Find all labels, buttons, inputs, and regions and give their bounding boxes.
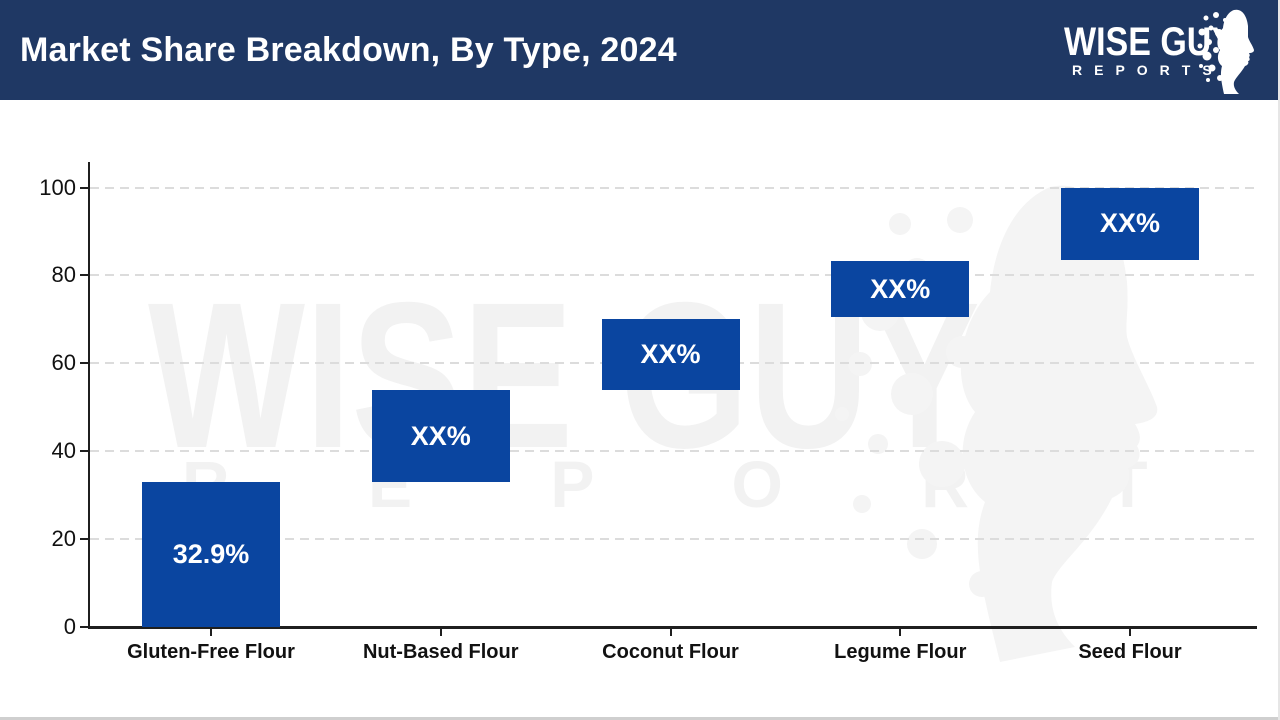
bar-gluten-free-flour: 32.9% (142, 482, 280, 627)
gridline-40 (90, 450, 1257, 453)
logo-subtext: REPORTS (1072, 62, 1224, 78)
y-tick-mark (80, 362, 90, 365)
bar-nut-based-flour: XX% (371, 389, 510, 483)
x-category-label: Nut-Based Flour (362, 641, 519, 663)
x-category-label: Legume Flour (834, 641, 967, 663)
y-tick-label: 100 (39, 174, 76, 200)
x-tick-mark (439, 629, 442, 636)
bar-value-label: XX% (870, 273, 931, 304)
y-tick-label: 20 (51, 526, 76, 552)
y-tick-mark (80, 626, 90, 628)
y-tick-mark (80, 538, 90, 541)
header-bar: Market Share Breakdown, By Type, 2024 WI… (0, 0, 1278, 100)
bar-value-label: XX% (410, 420, 471, 451)
footer-divider (0, 717, 1278, 720)
gridline-100 (90, 186, 1257, 189)
logo-head-icon (1197, 9, 1254, 94)
gridline-80 (90, 274, 1257, 277)
x-category-label: Seed Flour (1078, 641, 1182, 663)
y-tick-label: 0 (63, 614, 76, 639)
brand-logo: WISE GUY REPORTS (1022, 4, 1272, 96)
x-tick-mark (669, 629, 672, 636)
y-tick-mark (80, 186, 90, 189)
x-tick-mark (1129, 629, 1131, 636)
x-tick-mark (210, 629, 212, 636)
bar-legume-flour: XX% (831, 260, 970, 318)
x-axis-line (88, 626, 1257, 629)
bar-coconut-flour: XX% (601, 319, 740, 390)
x-tick-mark (899, 629, 902, 636)
chart-title: Market Share Breakdown, By Type, 2024 (20, 30, 677, 69)
gridline-20 (90, 538, 1257, 541)
bar-value-label: XX% (640, 339, 701, 369)
x-category-label: Coconut Flour (602, 641, 739, 663)
y-axis-line (88, 162, 90, 629)
bar-seed-flour: XX% (1061, 187, 1199, 261)
y-tick-label: 80 (51, 262, 76, 288)
bar-value-label: 32.9% (172, 539, 250, 570)
x-category-label: Gluten-Free Flour (127, 641, 295, 663)
y-tick-label: 60 (51, 350, 76, 376)
y-tick-label: 40 (51, 438, 76, 464)
bar-value-label: XX% (1099, 208, 1161, 239)
y-tick-mark (80, 274, 90, 277)
y-tick-mark (80, 450, 90, 453)
